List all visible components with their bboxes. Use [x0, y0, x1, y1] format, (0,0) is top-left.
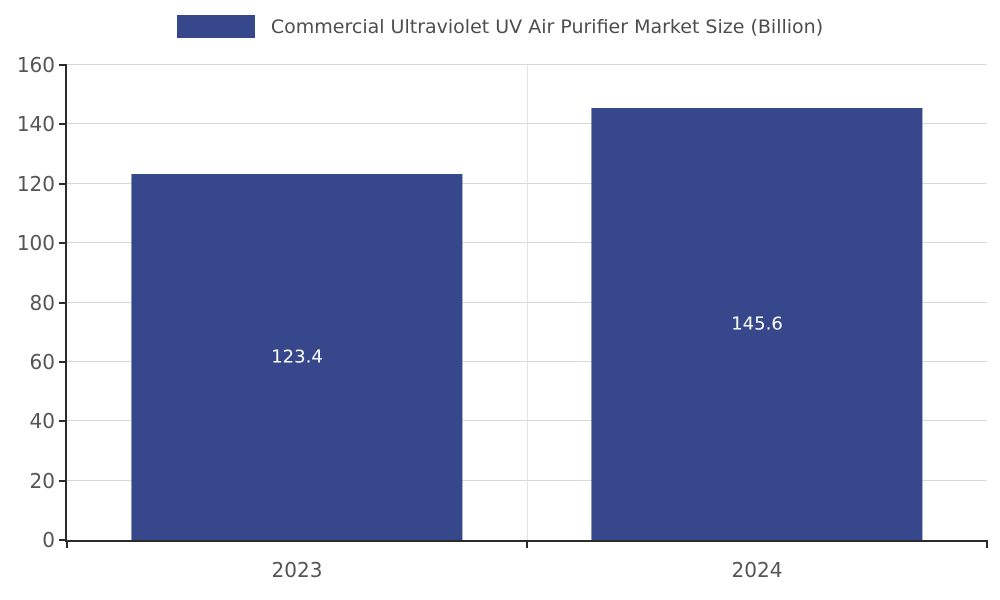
- chart-legend: Commercial Ultraviolet UV Air Purifier M…: [0, 15, 1000, 38]
- y-tick-mark: [59, 539, 67, 541]
- x-tick-mark: [526, 540, 528, 548]
- y-tick-mark: [59, 360, 67, 363]
- gridline: [67, 64, 987, 65]
- y-tick-mark: [59, 301, 67, 304]
- y-tick-label: 100: [16, 231, 55, 256]
- bar-value-label: 123.4: [271, 346, 323, 368]
- bar: 145.6: [591, 107, 923, 540]
- plot-area: 0 20 40 60 80 100 120 140 160 123.4 2023 145.6 2024: [17, 53, 988, 582]
- y-tick-mark: [59, 420, 67, 423]
- y-tick-mark: [59, 242, 67, 245]
- y-tick-mark: [59, 182, 67, 185]
- y-tick-mark: [59, 64, 67, 66]
- y-tick-label: 0: [42, 528, 55, 552]
- bar: 123.4: [131, 173, 463, 540]
- x-tick-mark: [986, 540, 988, 548]
- legend-swatch: [176, 15, 255, 38]
- y-tick-mark: [59, 123, 67, 126]
- y-tick-label: 20: [29, 468, 55, 493]
- x-category-label: 2023: [271, 558, 323, 582]
- y-tick-mark: [59, 479, 67, 482]
- x-category-label: 2024: [731, 558, 783, 582]
- bar-value-label: 145.6: [731, 313, 783, 335]
- y-tick-label: 60: [29, 349, 55, 374]
- y-tick-label: 80: [29, 290, 55, 315]
- vertical-gridline: [527, 65, 528, 540]
- y-tick-label: 140: [16, 112, 55, 137]
- y-tick-label: 40: [29, 409, 55, 434]
- x-tick-mark: [66, 540, 68, 548]
- y-tick-label: 160: [16, 53, 55, 77]
- legend-series-label: Commercial Ultraviolet UV Air Purifier M…: [270, 15, 824, 38]
- y-tick-label: 120: [16, 171, 55, 196]
